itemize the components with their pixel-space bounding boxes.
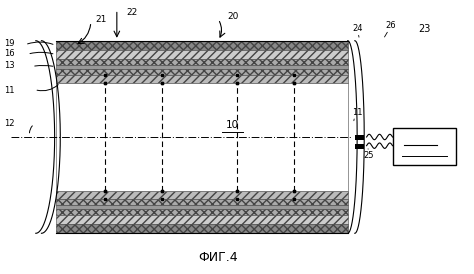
- Bar: [55, 75, 348, 83]
- Bar: [55, 224, 348, 233]
- Text: 12: 12: [4, 119, 14, 128]
- Bar: [55, 50, 348, 59]
- Bar: [55, 59, 348, 65]
- Bar: [355, 135, 364, 140]
- Text: 21: 21: [96, 15, 107, 24]
- Text: 11: 11: [4, 85, 14, 95]
- Text: 11: 11: [352, 108, 363, 117]
- Text: 10: 10: [226, 120, 239, 130]
- Bar: [55, 65, 348, 69]
- Text: 24: 24: [353, 24, 364, 33]
- Text: 16: 16: [4, 49, 14, 58]
- Text: 19: 19: [4, 39, 14, 48]
- Bar: [55, 215, 348, 224]
- Bar: [55, 83, 348, 191]
- Text: 26: 26: [385, 21, 396, 30]
- Bar: [55, 69, 348, 75]
- Bar: [55, 191, 348, 199]
- Text: 23: 23: [418, 24, 430, 33]
- Text: 22: 22: [126, 8, 137, 17]
- Bar: [55, 209, 348, 215]
- Text: 20: 20: [228, 12, 239, 21]
- Bar: [55, 41, 348, 50]
- Bar: [55, 199, 348, 205]
- Text: 13: 13: [4, 61, 14, 70]
- Text: ФИГ.4: ФИГ.4: [198, 252, 238, 264]
- Bar: [392, 127, 456, 165]
- Text: 25: 25: [364, 152, 374, 161]
- Bar: [355, 144, 364, 149]
- Bar: [55, 205, 348, 209]
